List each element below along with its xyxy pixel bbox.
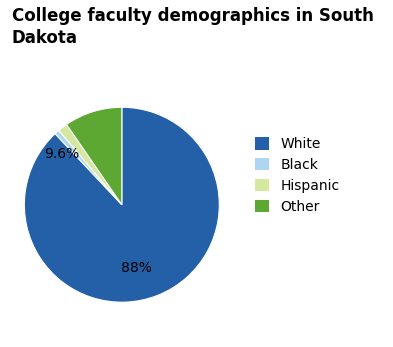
Wedge shape — [55, 130, 122, 205]
Wedge shape — [24, 107, 219, 302]
Wedge shape — [66, 107, 122, 205]
Text: 88%: 88% — [121, 261, 152, 275]
Wedge shape — [59, 125, 122, 205]
Text: 9.6%: 9.6% — [44, 147, 79, 161]
Text: College faculty demographics in South
Dakota: College faculty demographics in South Da… — [12, 7, 374, 47]
Legend: White, Black, Hispanic, Other: White, Black, Hispanic, Other — [255, 137, 340, 214]
